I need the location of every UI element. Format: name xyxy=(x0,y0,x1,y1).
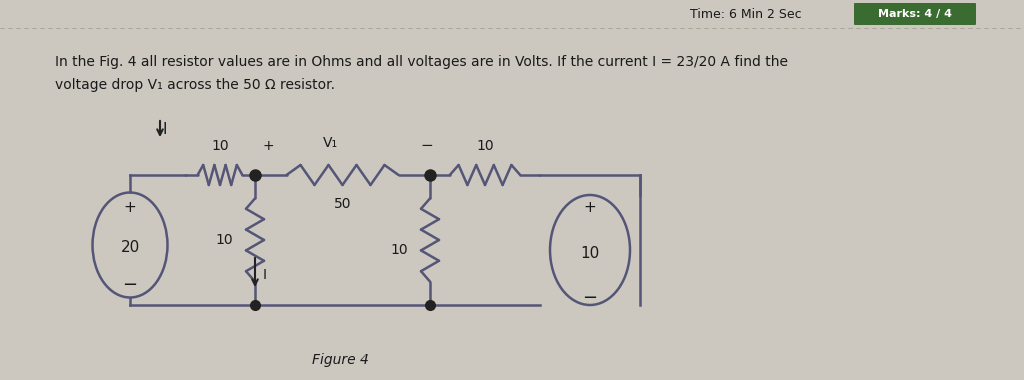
Text: 10: 10 xyxy=(476,139,494,153)
Text: 10: 10 xyxy=(211,139,228,153)
Text: I: I xyxy=(263,268,267,282)
Text: +: + xyxy=(124,201,136,215)
Text: 10: 10 xyxy=(581,245,600,261)
Text: 20: 20 xyxy=(121,241,139,255)
Text: voltage drop V₁ across the 50 Ω resistor.: voltage drop V₁ across the 50 Ω resistor… xyxy=(55,78,335,92)
Text: I: I xyxy=(163,122,168,138)
Text: −: − xyxy=(420,138,433,153)
Text: −: − xyxy=(123,276,137,294)
FancyBboxPatch shape xyxy=(854,3,976,25)
Text: In the Fig. 4 all resistor values are in Ohms and all voltages are in Volts. If : In the Fig. 4 all resistor values are in… xyxy=(55,55,788,69)
Text: +: + xyxy=(263,139,274,153)
Text: V₁: V₁ xyxy=(323,136,338,150)
Text: Time: 6 Min 2 Sec: Time: 6 Min 2 Sec xyxy=(690,8,802,21)
Text: Marks: 4 / 4: Marks: 4 / 4 xyxy=(878,9,952,19)
Text: −: − xyxy=(583,289,598,307)
Text: +: + xyxy=(584,201,596,215)
Text: 50: 50 xyxy=(334,197,351,211)
Text: 10: 10 xyxy=(390,243,408,257)
Text: Figure 4: Figure 4 xyxy=(311,353,369,367)
Text: 10: 10 xyxy=(215,233,233,247)
